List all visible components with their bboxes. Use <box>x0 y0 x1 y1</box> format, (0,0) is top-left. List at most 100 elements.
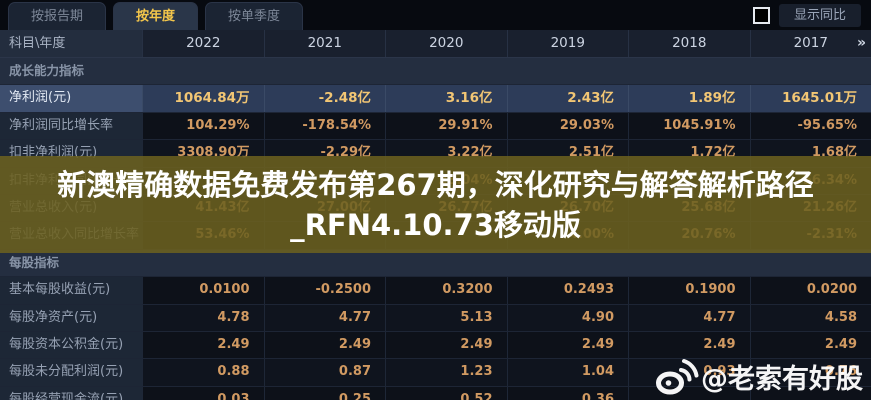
section-label: 每股指标 <box>9 254 60 270</box>
value-cell-2021: 0.25 <box>263 386 386 400</box>
value-cell-2022: 0.88 <box>142 359 264 386</box>
row-label: 每股经营现金流(元) <box>0 386 142 400</box>
section-label: 成长能力指标 <box>9 63 85 78</box>
value-cell-2020: 3.16亿 <box>385 85 507 112</box>
value-cell-2017: 21.26亿 <box>749 194 871 222</box>
value-cell-2017: 0.76 <box>749 359 871 386</box>
tab-by-report-period[interactable]: 按报告期 <box>8 2 107 30</box>
table-row[interactable]: 扣非净利润(元) 3308.90万 -2.29亿 3.22亿 2.51亿 1.72亿 1.6… <box>0 140 871 168</box>
value-cell-2021: -2.29亿 <box>263 140 386 167</box>
value-cell-2022: 0.03 <box>142 386 264 400</box>
value-cell-2018: 0.1900 <box>628 277 750 304</box>
value-cell-2019: 2.51亿 <box>506 140 629 167</box>
value-cell-2022: 53.46% <box>142 222 264 249</box>
value-cell-2021: 0.87 <box>263 359 386 386</box>
value-cell-2018: 1.89亿 <box>628 85 750 112</box>
value-cell-2017: -56.34% <box>749 167 871 194</box>
value-cell-2020: 5.13 <box>385 304 507 331</box>
value-cell-2019: 2.49 <box>506 331 629 359</box>
value-cell-2018: 25.68亿 <box>628 194 750 222</box>
tab-by-quarter[interactable]: 按单季度 <box>205 2 304 30</box>
table-header-row: 科目\年度 2022 2021 2020 2019 2018 2017» <box>0 30 871 58</box>
value-cell-2017: -2.31% <box>749 222 871 249</box>
row-label: 每股资本公积金(元) <box>0 331 142 359</box>
year-header-2019: 2019 <box>506 30 629 57</box>
section-row: 每股指标 <box>0 249 871 278</box>
table-row[interactable]: 净利润同比增长率 104.29% -178.54% 29.91% 29.03% 1045.… <box>0 112 871 141</box>
more-years-icon[interactable]: » <box>856 35 866 51</box>
value-cell-2019: 26.70亿 <box>506 194 629 222</box>
value-cell-2017: 2.49 <box>749 331 871 359</box>
value-cell-2019: 2.43亿 <box>506 85 629 112</box>
value-cell-2019: 29.03% <box>506 112 629 140</box>
value-cell-2022: 0.0100 <box>142 277 264 304</box>
value-cell-2022: 41.43亿 <box>142 194 264 222</box>
value-cell-2017: 1645.01万 <box>749 85 871 112</box>
year-header-2017: 2017» <box>749 30 871 57</box>
value-cell-2021 <box>263 167 386 194</box>
table-row[interactable]: 基本每股收益(元) 0.0100 -0.2500 0.3200 0.2493 0.1900… <box>0 277 871 305</box>
value-cell-2022: 104.29% <box>142 112 264 140</box>
value-cell-2022: 1064.84万 <box>142 85 264 112</box>
table-row[interactable]: 每股经营现金流(元) 0.03 0.25 0.52 0.36 <box>0 386 871 400</box>
value-cell-2020: 28.04% <box>385 167 507 194</box>
show-yoy-button[interactable]: 显示同比 <box>778 4 861 27</box>
tabbar-controls: 显示同比 <box>752 4 871 27</box>
table-row[interactable]: 净利润(元) 1064.84万 -2.48亿 3.16亿 2.43亿 1.89亿 1645.… <box>0 85 871 113</box>
value-cell-2018: 2.49 <box>628 331 750 359</box>
value-cell-2018: 4.77 <box>628 304 750 331</box>
year-header-2022: 2022 <box>142 30 264 57</box>
value-cell-2022: 2.49 <box>142 331 264 359</box>
row-label: 营业总收入同比增长率 <box>0 222 142 249</box>
value-cell-2018 <box>628 386 750 400</box>
row-label: 每股未分配利润(元) <box>0 359 142 386</box>
section-row: 成长能力指标 <box>0 58 871 86</box>
table-row[interactable]: 每股净资产(元) 4.78 4.77 5.13 4.90 4.77 4.58 <box>0 304 871 332</box>
value-cell-2017 <box>749 386 871 400</box>
corner-label: 科目\年度 <box>0 30 142 57</box>
table-row[interactable]: 营业总收入(元) 41.43亿 27.00亿 26.77亿 26.70亿 25.68亿 21… <box>0 194 871 223</box>
value-cell-2022: 4.78 <box>142 304 264 331</box>
value-cell-2020: 2.49 <box>385 331 507 359</box>
value-cell-2021: 2.49 <box>263 331 386 359</box>
show-yoy-checkbox[interactable] <box>752 7 770 24</box>
value-cell-2020: 0.52 <box>385 386 507 400</box>
value-cell-2018: 1.72亿 <box>628 140 750 167</box>
year-header-2020: 2020 <box>385 30 507 57</box>
year-header-2018: 2018 <box>628 30 750 57</box>
value-cell-2021: 27.00亿 <box>263 194 386 222</box>
table-row[interactable]: 营业总收入同比增长率 53.46% 4.00% 20.76% -2.31% <box>0 222 871 250</box>
value-cell-2020: 29.91% <box>385 112 507 140</box>
value-cell-2021 <box>263 222 386 249</box>
row-label: 扣非净利润(元) <box>0 140 142 167</box>
value-cell-2017: 0.0200 <box>749 277 871 304</box>
row-label: 营业总收入(元) <box>0 194 142 222</box>
value-cell-2020: 1.23 <box>385 359 507 386</box>
value-cell-2019: 0.36 <box>506 386 629 400</box>
value-cell-2017: -95.65% <box>749 112 871 140</box>
table-row[interactable]: 扣非净利润同比增长率 28.04% -56.34% <box>0 167 871 195</box>
value-cell-2022 <box>142 167 264 194</box>
row-label: 每股净资产(元) <box>0 304 142 331</box>
table-row[interactable]: 每股资本公积金(元) 2.49 2.49 2.49 2.49 2.49 2.49 <box>0 331 871 360</box>
value-cell-2021: -0.2500 <box>263 277 386 304</box>
value-cell-2017: 1.68亿 <box>749 140 871 167</box>
row-label: 基本每股收益(元) <box>0 277 142 304</box>
table-row[interactable]: 每股未分配利润(元) 0.88 0.87 1.23 1.04 0.93 0.76 <box>0 359 871 387</box>
value-cell-2019 <box>506 167 629 194</box>
value-cell-2020: 26.77亿 <box>385 194 507 222</box>
value-cell-2018 <box>628 167 750 194</box>
row-label: 扣非净利润同比增长率 <box>0 167 142 194</box>
value-cell-2019: 1.04 <box>506 359 629 386</box>
value-cell-2018: 20.76% <box>628 222 750 249</box>
value-cell-2021: -178.54% <box>263 112 386 140</box>
tab-by-year[interactable]: 按年度 <box>113 2 199 30</box>
value-cell-2022: 3308.90万 <box>142 140 264 167</box>
value-cell-2021: 4.77 <box>263 304 386 331</box>
value-cell-2018: 0.93 <box>628 359 750 386</box>
value-cell-2020 <box>385 222 507 249</box>
value-cell-2020: 0.3200 <box>385 277 507 304</box>
value-cell-2019: 4.00% <box>506 222 629 249</box>
value-cell-2018: 1045.91% <box>628 112 750 140</box>
